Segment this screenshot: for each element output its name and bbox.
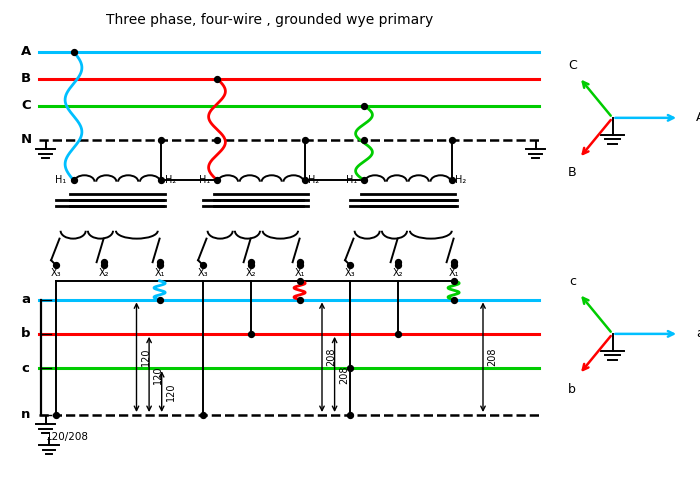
Point	[245, 258, 256, 266]
Text: 120: 120	[166, 382, 176, 401]
Point	[392, 261, 403, 269]
Text: H₁: H₁	[55, 175, 66, 185]
Text: 208: 208	[487, 348, 497, 366]
Text: X₃: X₃	[50, 268, 62, 277]
Text: N: N	[21, 134, 32, 146]
Point	[245, 261, 256, 269]
Point	[98, 261, 109, 269]
Point	[299, 136, 310, 144]
Text: H₂: H₂	[164, 175, 176, 185]
Text: B: B	[21, 72, 31, 85]
Text: B: B	[568, 166, 577, 180]
Point	[448, 261, 459, 269]
Text: n: n	[21, 409, 30, 421]
Point	[211, 136, 223, 144]
Point	[68, 48, 79, 55]
Text: a: a	[696, 327, 700, 340]
Text: 120: 120	[153, 365, 163, 383]
Text: b: b	[21, 327, 31, 340]
Text: Three phase, four-wire , grounded wye primary: Three phase, four-wire , grounded wye pr…	[106, 13, 433, 27]
Text: 208: 208	[326, 348, 336, 366]
Point	[154, 261, 165, 269]
Text: c: c	[21, 362, 29, 375]
Text: X₂: X₂	[392, 268, 402, 277]
Point	[68, 176, 79, 184]
Text: H₁: H₁	[346, 175, 357, 185]
Text: X₁: X₁	[449, 268, 459, 277]
Point	[392, 258, 403, 266]
Point	[344, 411, 356, 419]
Point	[448, 258, 459, 266]
Text: c: c	[568, 274, 575, 288]
Point	[294, 277, 305, 285]
Point	[211, 75, 223, 82]
Point	[446, 176, 457, 184]
Text: X₃: X₃	[197, 268, 209, 277]
Text: H₂: H₂	[455, 175, 466, 185]
Text: X₂: X₂	[245, 268, 256, 277]
Point	[154, 296, 165, 303]
Text: H₂: H₂	[308, 175, 319, 185]
Point	[344, 364, 356, 372]
Text: X₁: X₁	[294, 268, 304, 277]
Text: C: C	[21, 99, 31, 112]
Point	[299, 176, 310, 184]
Point	[358, 176, 370, 184]
Point	[50, 261, 62, 269]
Point	[392, 330, 403, 338]
Text: 120/208: 120/208	[46, 432, 88, 442]
Text: X₂: X₂	[98, 268, 109, 277]
Text: A: A	[21, 45, 32, 58]
Point	[245, 330, 256, 338]
Point	[344, 261, 356, 269]
Point	[211, 176, 223, 184]
Text: X₁: X₁	[154, 268, 165, 277]
Point	[294, 261, 305, 269]
Point	[98, 258, 109, 266]
Point	[197, 261, 209, 269]
Text: H₁: H₁	[199, 175, 210, 185]
Text: 208: 208	[339, 365, 349, 383]
Point	[294, 258, 305, 266]
Text: a: a	[21, 293, 30, 306]
Point	[446, 136, 457, 144]
Point	[155, 136, 167, 144]
Point	[448, 296, 459, 303]
Text: C: C	[568, 58, 577, 72]
Text: b: b	[568, 382, 576, 396]
Point	[358, 136, 370, 144]
Point	[197, 411, 209, 419]
Text: X₃: X₃	[344, 268, 356, 277]
Text: A: A	[696, 111, 700, 124]
Point	[154, 258, 165, 266]
Point	[155, 176, 167, 184]
Point	[50, 411, 62, 419]
Point	[358, 102, 370, 109]
Point	[448, 277, 459, 285]
Text: 120: 120	[141, 348, 150, 366]
Point	[294, 296, 305, 303]
